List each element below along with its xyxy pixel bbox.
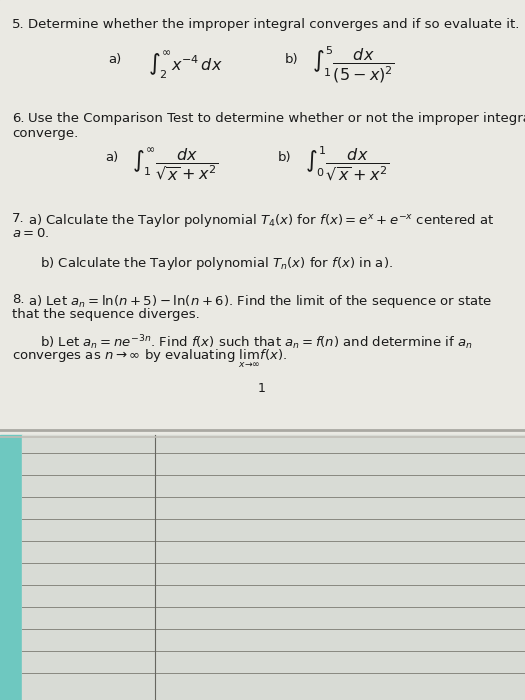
Text: 8.: 8. [12,293,25,306]
Bar [0,435,22,700]
Text: 5.: 5. [12,18,25,31]
Text: a) Let $a_n = \ln(n+5) - \ln(n+6)$. Find the limit of the sequence or state: a) Let $a_n = \ln(n+5) - \ln(n+6)$. Find… [28,293,492,310]
Text: that the sequence diverges.: that the sequence diverges. [12,308,199,321]
Text: 1: 1 [258,382,266,395]
Text: 6.: 6. [12,112,25,125]
Text: a): a) [105,151,118,164]
Text: converge.: converge. [12,127,78,140]
Text: b): b) [285,53,299,66]
Text: b) Calculate the Taylor polynomial $T_n(x)$ for $f(x)$ in a).: b) Calculate the Taylor polynomial $T_n(… [40,255,393,272]
Text: b): b) [278,151,291,164]
Text: $\int_{1}^{\infty} \dfrac{dx}{\sqrt{x}+x^{2}}$: $\int_{1}^{\infty} \dfrac{dx}{\sqrt{x}+x… [132,146,218,182]
Text: $\int_{2}^{\infty} x^{-4}\,dx$: $\int_{2}^{\infty} x^{-4}\,dx$ [148,49,223,81]
Text: Use the Comparison Test to determine whether or not the improper integrals: Use the Comparison Test to determine whe… [28,112,525,125]
Text: b) Let $a_n = ne^{-3n}$. Find $f(x)$ such that $a_n = f(n)$ and determine if $a_: b) Let $a_n = ne^{-3n}$. Find $f(x)$ suc… [40,333,472,351]
Text: converges as $n \to \infty$ by evaluating $\lim_{x\to\infty}f(x)$.: converges as $n \to \infty$ by evaluatin… [12,348,287,370]
Text: $a = 0$.: $a = 0$. [12,227,49,240]
Text: 7.: 7. [12,212,25,225]
Bar [0,0,525,435]
Text: $\int_{1}^{5} \dfrac{dx}{(5-x)^{2}}$: $\int_{1}^{5} \dfrac{dx}{(5-x)^{2}}$ [312,45,394,85]
Text: Determine whether the improper integral converges and if so evaluate it.: Determine whether the improper integral … [28,18,519,31]
Text: a) Calculate the Taylor polynomial $T_4(x)$ for $f(x) = e^{x}+e^{-x}$ centered a: a) Calculate the Taylor polynomial $T_4(… [28,212,495,229]
Text: $\int_{0}^{1} \dfrac{dx}{\sqrt{x}+x^{2}}$: $\int_{0}^{1} \dfrac{dx}{\sqrt{x}+x^{2}}… [305,145,389,183]
Bar [22,435,525,700]
Text: a): a) [108,53,121,66]
